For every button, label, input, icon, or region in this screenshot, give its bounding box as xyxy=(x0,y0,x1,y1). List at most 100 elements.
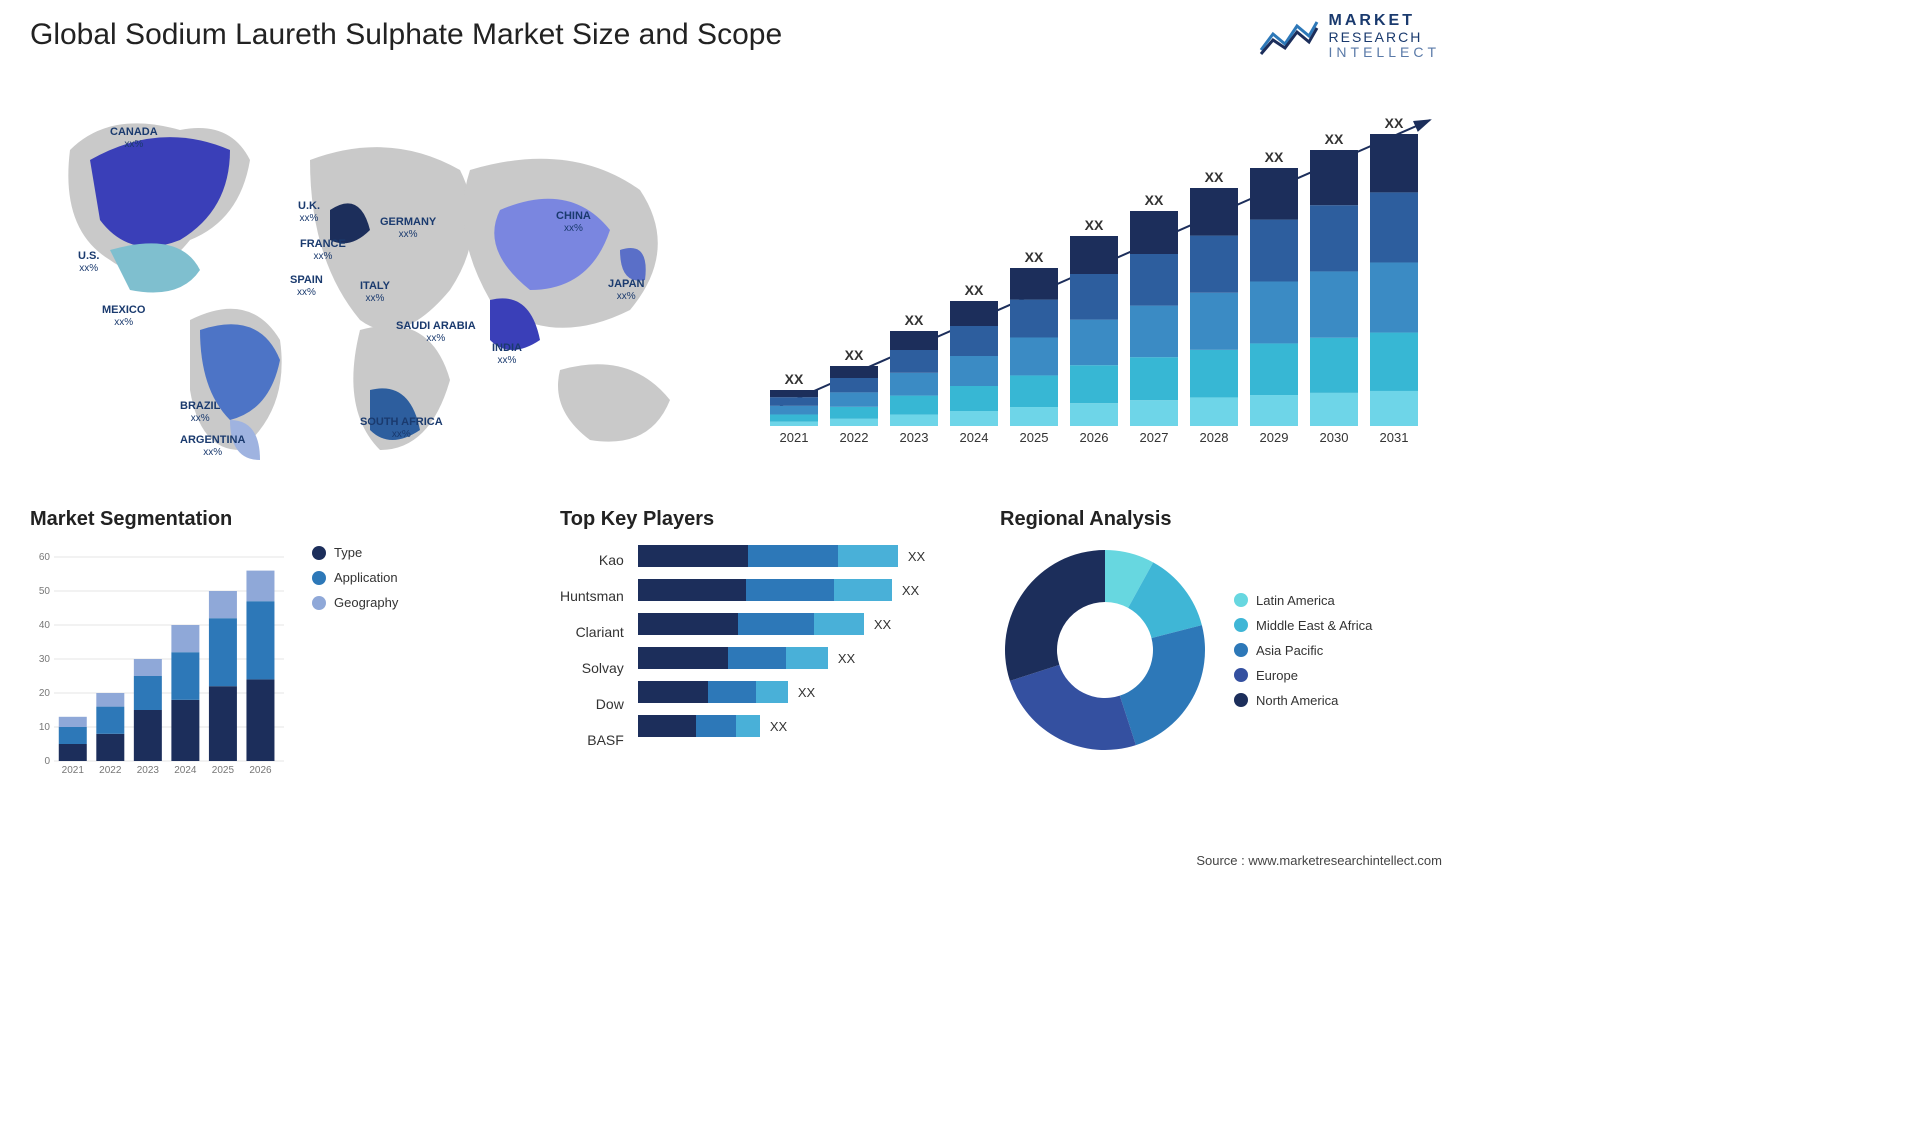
svg-text:2030: 2030 xyxy=(1320,430,1349,445)
svg-text:2027: 2027 xyxy=(1140,430,1169,445)
player-bar-row: XX xyxy=(638,647,980,669)
svg-text:2031: 2031 xyxy=(1380,430,1409,445)
svg-text:XX: XX xyxy=(965,282,984,298)
player-bar xyxy=(638,579,892,601)
legend-swatch xyxy=(1234,643,1248,657)
player-bar-segment xyxy=(748,545,838,567)
legend-item: North America xyxy=(1234,693,1372,708)
legend-label: Type xyxy=(334,545,362,560)
svg-text:2026: 2026 xyxy=(1080,430,1109,445)
player-value: XX xyxy=(770,719,787,734)
legend-label: Europe xyxy=(1256,668,1298,683)
legend-swatch xyxy=(1234,618,1248,632)
legend-label: Latin America xyxy=(1256,593,1335,608)
player-bar-segment xyxy=(638,715,696,737)
brand-logo: MARKET RESEARCH INTELLECT xyxy=(1259,12,1440,60)
player-value: XX xyxy=(838,651,855,666)
player-label: Dow xyxy=(596,693,624,715)
legend-label: Middle East & Africa xyxy=(1256,618,1372,633)
segmentation-chart: 0102030405060202120222023202420252026 xyxy=(30,545,288,773)
legend-label: Geography xyxy=(334,595,398,610)
svg-text:XX: XX xyxy=(1205,169,1224,185)
player-value: XX xyxy=(798,685,815,700)
legend-item: Application xyxy=(312,570,398,585)
legend-item: Middle East & Africa xyxy=(1234,618,1372,633)
player-bar-row: XX xyxy=(638,715,980,737)
svg-text:20: 20 xyxy=(39,688,51,699)
map-label: ARGENTINAxx% xyxy=(180,434,245,458)
player-bar-row: XX xyxy=(638,579,980,601)
svg-text:XX: XX xyxy=(1325,131,1344,147)
svg-text:XX: XX xyxy=(785,371,804,387)
player-value: XX xyxy=(902,583,919,598)
source-link[interactable]: www.marketresearchintellect.com xyxy=(1248,853,1442,868)
player-bar-segment xyxy=(746,579,834,601)
legend-swatch xyxy=(312,571,326,585)
page-title: Global Sodium Laureth Sulphate Market Si… xyxy=(30,18,782,52)
map-label: SOUTH AFRICAxx% xyxy=(360,416,443,440)
player-bar-segment xyxy=(838,545,898,567)
player-bar xyxy=(638,613,864,635)
map-label: CANADAxx% xyxy=(110,126,158,150)
map-label: MEXICOxx% xyxy=(102,304,145,328)
map-label: U.K.xx% xyxy=(298,200,320,224)
svg-text:30: 30 xyxy=(39,654,51,665)
legend-item: Latin America xyxy=(1234,593,1372,608)
svg-text:10: 10 xyxy=(39,722,51,733)
world-map: CANADAxx% U.S.xx% MEXICOxx% BRAZILxx% ARGENT… xyxy=(30,90,720,470)
logo-icon xyxy=(1259,16,1319,56)
player-bar-segment xyxy=(736,715,760,737)
logo-text-3: INTELLECT xyxy=(1329,45,1440,60)
svg-text:60: 60 xyxy=(39,552,51,563)
map-label: JAPANxx% xyxy=(608,278,644,302)
player-bar-segment xyxy=(638,681,708,703)
players-bars: XXXXXXXXXXXX xyxy=(638,545,980,751)
forecast-chart-svg: XX2021XX2022XX2023XX2024XX2025XX2026XX20… xyxy=(760,90,1440,470)
regional-legend: Latin America Middle East & Africa Asia Pa… xyxy=(1234,593,1372,708)
svg-text:2024: 2024 xyxy=(960,430,989,445)
player-bar-segment xyxy=(728,647,786,669)
segmentation-title: Market Segmentation xyxy=(30,508,460,531)
map-label: U.S.xx% xyxy=(78,250,99,274)
svg-text:2025: 2025 xyxy=(212,765,235,773)
legend-swatch xyxy=(1234,593,1248,607)
segmentation-section: Market Segmentation 01020304050602021202… xyxy=(30,508,460,773)
player-bar xyxy=(638,647,828,669)
segmentation-legend: Type Application Geography xyxy=(312,545,398,610)
map-label: INDIAxx% xyxy=(492,342,522,366)
svg-text:XX: XX xyxy=(905,312,924,328)
player-bar-row: XX xyxy=(638,613,980,635)
svg-text:XX: XX xyxy=(1265,149,1284,165)
logo-text-2: RESEARCH xyxy=(1329,30,1440,45)
svg-text:2021: 2021 xyxy=(780,430,809,445)
player-bar-segment xyxy=(786,647,828,669)
source-line: Source : www.marketresearchintellect.com xyxy=(1196,853,1442,868)
logo-text-1: MARKET xyxy=(1329,12,1440,30)
player-label: Huntsman xyxy=(560,585,624,607)
player-bar-segment xyxy=(696,715,736,737)
svg-text:XX: XX xyxy=(1385,115,1404,131)
map-label: BRAZILxx% xyxy=(180,400,220,424)
player-bar-segment xyxy=(638,579,746,601)
player-label: Solvay xyxy=(582,657,624,679)
player-bar xyxy=(638,681,788,703)
player-bar xyxy=(638,545,898,567)
player-bar-segment xyxy=(638,647,728,669)
svg-text:2023: 2023 xyxy=(900,430,929,445)
player-bar-segment xyxy=(738,613,814,635)
map-label: ITALYxx% xyxy=(360,280,390,304)
forecast-chart: XX2021XX2022XX2023XX2024XX2025XX2026XX20… xyxy=(760,90,1440,470)
players-labels: KaoHuntsmanClariantSolvayDowBASF xyxy=(560,545,624,751)
svg-text:50: 50 xyxy=(39,586,51,597)
svg-text:2026: 2026 xyxy=(249,765,272,773)
legend-label: Asia Pacific xyxy=(1256,643,1323,658)
map-label: SAUDI ARABIAxx% xyxy=(396,320,476,344)
legend-item: Geography xyxy=(312,595,398,610)
svg-text:XX: XX xyxy=(845,347,864,363)
player-bar xyxy=(638,715,760,737)
players-section: Top Key Players KaoHuntsmanClariantSolva… xyxy=(560,508,980,751)
svg-text:2025: 2025 xyxy=(1020,430,1049,445)
map-label: GERMANYxx% xyxy=(380,216,436,240)
svg-text:2023: 2023 xyxy=(137,765,160,773)
regional-section: Regional Analysis Latin AmericaMiddle Ea… xyxy=(1000,508,1440,755)
